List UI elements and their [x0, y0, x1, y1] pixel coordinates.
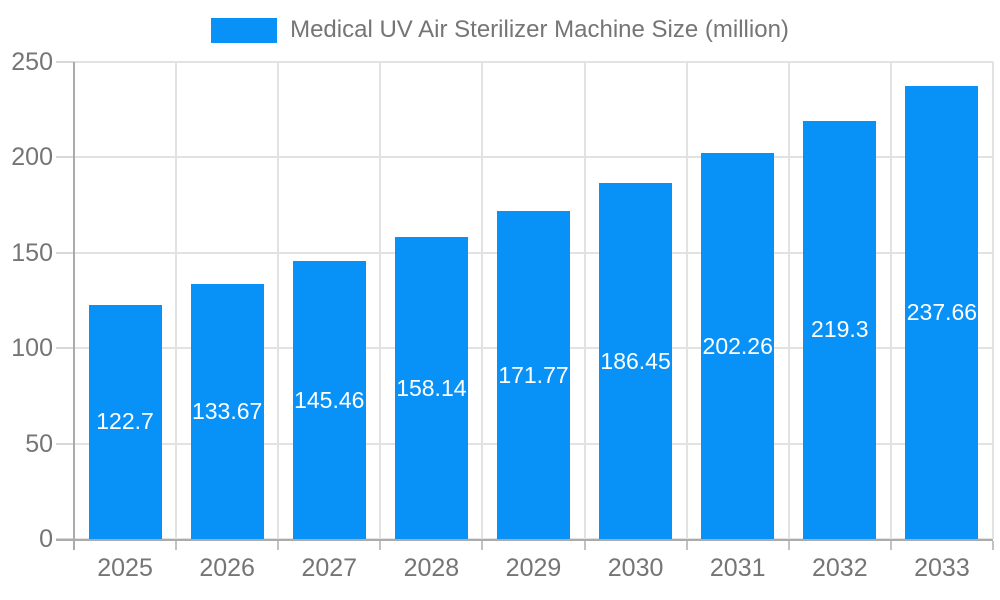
bar: 145.46 — [292, 261, 366, 539]
x-tick-label: 2026 — [199, 554, 255, 582]
chart-legend: Medical UV Air Sterilizer Machine Size (… — [0, 16, 1000, 44]
y-tick-label: 50 — [25, 429, 53, 458]
bar: 186.45 — [599, 183, 673, 539]
x-tick-mark — [379, 541, 382, 550]
bar: 202.26 — [701, 153, 775, 539]
y-tick-mark — [56, 442, 74, 445]
x-tick-label: 2030 — [607, 554, 664, 582]
bar-value-label: 202.26 — [702, 332, 773, 359]
bar-value-label: 122.7 — [96, 408, 154, 435]
h-gridline — [74, 156, 993, 159]
legend-label: Medical UV Air Sterilizer Machine Size (… — [290, 16, 789, 43]
bar: 122.7 — [88, 304, 162, 539]
x-tick-mark — [277, 541, 280, 550]
v-gridline — [889, 62, 892, 539]
v-gridline — [481, 62, 484, 539]
y-tick-mark — [56, 61, 74, 63]
y-tick-mark — [56, 156, 74, 159]
y-tick-label: 100 — [11, 334, 53, 363]
bar: 237.66 — [905, 85, 979, 539]
x-tick-label: 2032 — [812, 554, 868, 582]
x-tick-label: 2033 — [914, 554, 970, 582]
bar-value-label: 219.3 — [811, 316, 869, 343]
x-tick-mark — [685, 541, 688, 550]
bar-value-label: 145.46 — [294, 386, 365, 413]
v-gridline — [277, 62, 280, 539]
x-tick-label: 2031 — [709, 554, 766, 582]
x-tick-mark — [992, 541, 994, 550]
bar-value-label: 171.77 — [498, 361, 569, 388]
y-axis-line — [73, 62, 75, 550]
v-gridline — [379, 62, 382, 539]
y-tick-mark — [56, 251, 74, 254]
y-tick-label: 150 — [11, 238, 53, 267]
y-tick-label: 0 — [39, 525, 53, 553]
x-tick-label: 2028 — [403, 554, 460, 582]
x-tick-mark — [175, 541, 178, 550]
x-tick-label: 2029 — [505, 554, 562, 582]
plot-area: 0 50 100 150 200 250 122.7 2025 133.67 2026 145.46… — [11, 48, 994, 582]
v-gridline — [175, 62, 178, 539]
bar: 219.3 — [803, 120, 877, 539]
v-gridline — [992, 62, 994, 539]
y-tick-mark — [56, 347, 74, 350]
bar-value-label: 158.14 — [396, 374, 467, 401]
h-gridline — [74, 61, 993, 63]
bar-value-label: 237.66 — [906, 298, 978, 325]
x-tick-label: 2025 — [97, 554, 153, 582]
bar-value-label: 133.67 — [191, 397, 263, 424]
v-gridline — [583, 62, 586, 539]
bar: 158.14 — [394, 237, 468, 539]
y-tick-label: 200 — [11, 143, 53, 172]
bar: 133.67 — [190, 283, 264, 539]
legend-swatch-icon — [211, 17, 278, 43]
x-tick-mark — [481, 541, 484, 550]
x-axis-line — [56, 539, 993, 541]
v-gridline — [685, 62, 688, 539]
x-tick-mark — [583, 541, 586, 550]
bar: 171.77 — [497, 211, 570, 539]
bar-value-label: 186.45 — [600, 347, 671, 374]
x-tick-label: 2027 — [301, 554, 358, 582]
y-tick-label: 250 — [11, 48, 53, 76]
x-tick-mark — [787, 541, 790, 550]
v-gridline — [787, 62, 790, 539]
x-tick-mark — [889, 541, 892, 550]
